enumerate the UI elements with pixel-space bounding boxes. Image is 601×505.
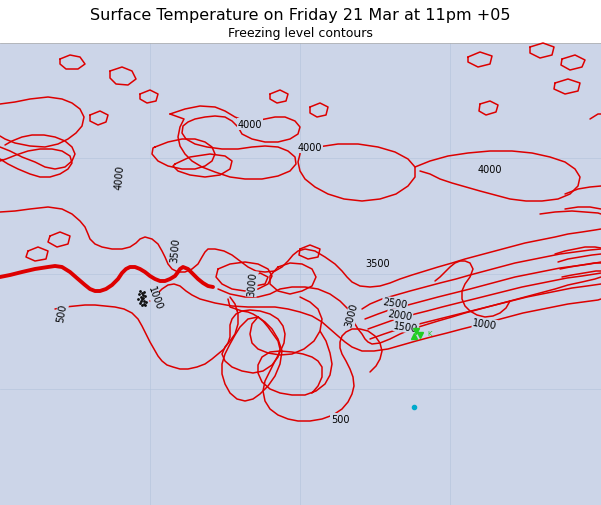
Text: 3500: 3500	[169, 237, 181, 262]
Text: 3500: 3500	[365, 259, 390, 269]
Text: 500: 500	[55, 302, 69, 322]
Bar	[0, 0, 601, 44]
Text: 4000: 4000	[238, 120, 262, 130]
Text: 4000: 4000	[478, 165, 502, 175]
Text: 2500: 2500	[382, 297, 408, 310]
Text: 500: 500	[331, 414, 349, 424]
Text: 1000: 1000	[146, 284, 164, 311]
Text: Surface Temperature on Friday 21 Mar at 11pm +05: Surface Temperature on Friday 21 Mar at …	[90, 8, 511, 23]
Text: 3000: 3000	[246, 272, 258, 297]
Text: 1500: 1500	[393, 321, 419, 334]
Text: 3000: 3000	[344, 301, 360, 327]
Text: 4000: 4000	[114, 165, 126, 190]
Text: K: K	[427, 330, 432, 336]
Text: Freezing level contours: Freezing level contours	[228, 26, 373, 39]
Text: 4000: 4000	[297, 143, 322, 153]
Text: 1000: 1000	[472, 318, 498, 331]
Text: 2000: 2000	[387, 309, 413, 322]
